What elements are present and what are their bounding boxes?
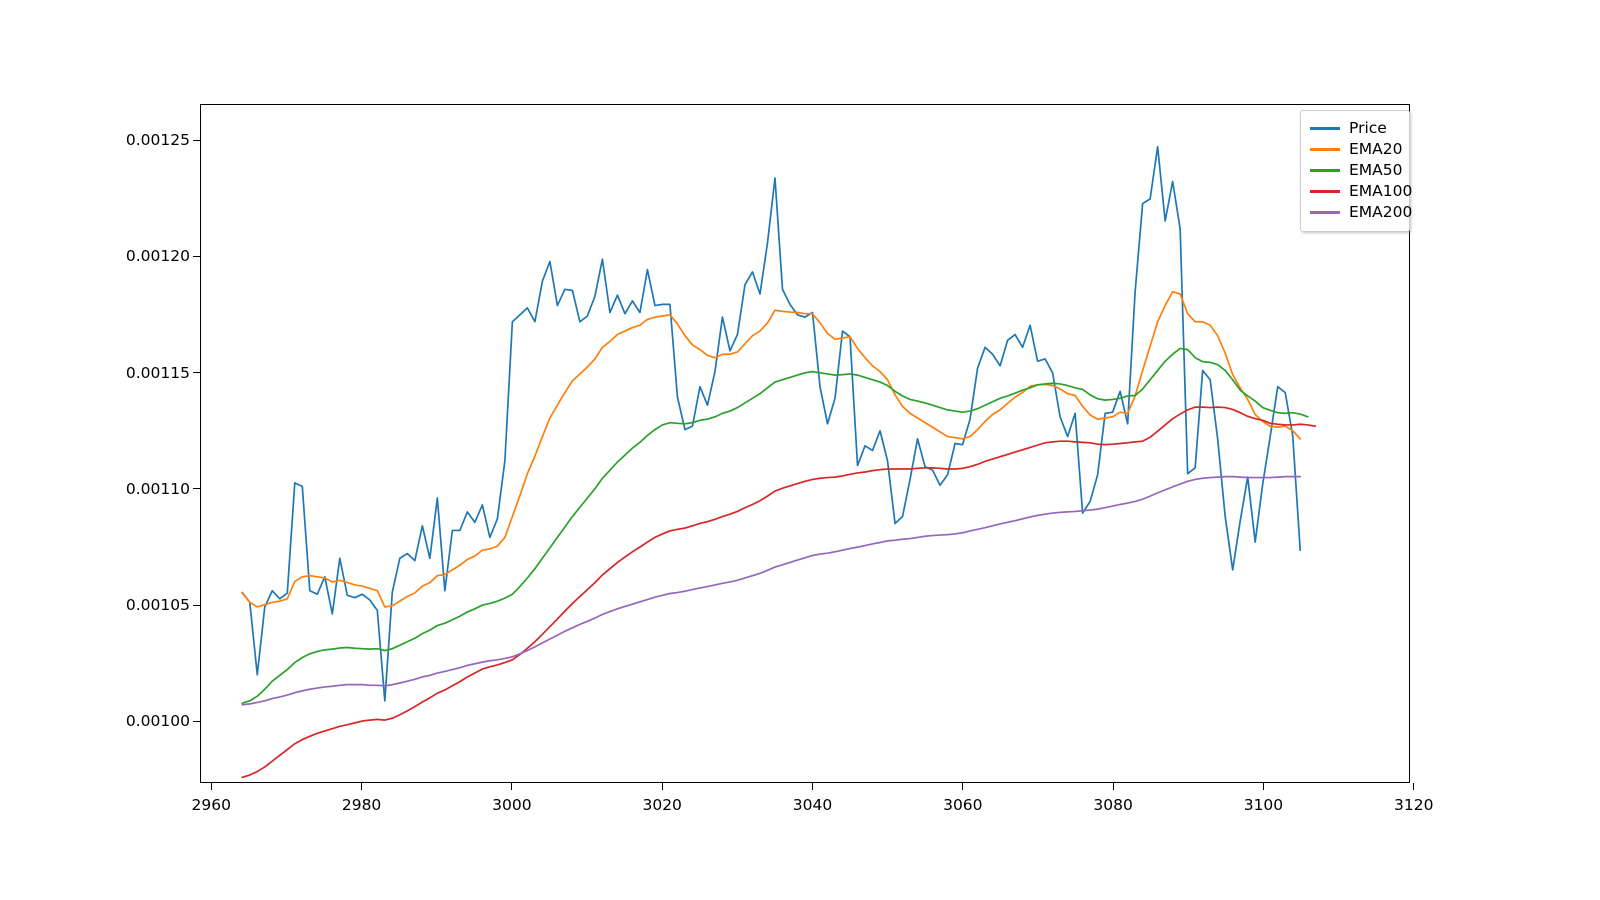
- series-line-ema200: [242, 477, 1300, 705]
- x-tick-mark: [661, 783, 663, 790]
- x-tick-label: 3100: [1243, 796, 1284, 814]
- x-tick-label: 3060: [943, 796, 983, 814]
- legend-item-label: EMA100: [1349, 181, 1413, 200]
- y-tick-mark: [193, 488, 200, 490]
- legend-item-price[interactable]: Price: [1310, 118, 1400, 139]
- y-tick-mark: [193, 604, 200, 606]
- y-tick-label: 0.00105: [125, 596, 190, 615]
- legend-color-swatch-icon: [1310, 127, 1340, 130]
- y-tick-mark: [193, 255, 200, 257]
- series-line-ema20: [242, 292, 1300, 607]
- legend-color-swatch-icon: [1310, 169, 1340, 172]
- x-tick-label: 3020: [642, 796, 682, 814]
- legend-item-label: EMA20: [1349, 139, 1403, 158]
- x-tick-mark: [1262, 783, 1265, 790]
- chart-legend: Price EMA20 EMA50 EMA100 EMA200: [1300, 110, 1412, 232]
- x-tick-mark: [1413, 783, 1415, 790]
- series-line-price: [242, 147, 1300, 701]
- plot-area: [200, 104, 1410, 783]
- legend-color-swatch-icon: [1310, 190, 1340, 193]
- y-tick-label: 0.00120: [125, 247, 190, 266]
- legend-item-ema200[interactable]: EMA200: [1310, 202, 1412, 223]
- y-tick-mark: [193, 372, 200, 374]
- x-tick-mark: [812, 783, 814, 790]
- y-tick-mark: [193, 720, 200, 722]
- legend-color-swatch-icon: [1310, 148, 1340, 151]
- x-tick-mark: [1112, 783, 1114, 790]
- line-chart-svg: [201, 105, 1409, 782]
- legend-item-label: EMA50: [1349, 160, 1403, 179]
- x-tick-label: 3040: [792, 796, 833, 814]
- x-tick-label: 3080: [1093, 796, 1133, 814]
- y-tick-label: 0.00125: [125, 131, 190, 150]
- y-tick-label: 0.00100: [125, 712, 190, 731]
- x-tick-mark: [511, 783, 513, 790]
- x-tick-mark: [962, 783, 964, 790]
- x-tick-label: 2960: [191, 796, 231, 814]
- x-tick-label: 3000: [492, 796, 532, 814]
- legend-item-label: Price: [1349, 118, 1387, 137]
- legend-item-ema100[interactable]: EMA100: [1310, 181, 1412, 202]
- x-tick-mark: [210, 783, 212, 790]
- legend-item-label: EMA200: [1349, 202, 1413, 221]
- x-tick-label: 3120: [1394, 796, 1434, 814]
- x-tick-label: 2980: [341, 796, 382, 814]
- legend-item-ema20[interactable]: EMA20: [1310, 139, 1403, 160]
- x-tick-mark: [361, 783, 363, 790]
- y-tick-mark: [193, 139, 200, 141]
- y-tick-label: 0.00115: [125, 363, 190, 382]
- legend-color-swatch-icon: [1310, 211, 1340, 214]
- y-tick-label: 0.00110: [125, 479, 190, 498]
- legend-item-ema50[interactable]: EMA50: [1310, 160, 1403, 181]
- series-line-ema50: [242, 348, 1307, 703]
- series-line-ema100: [242, 407, 1315, 777]
